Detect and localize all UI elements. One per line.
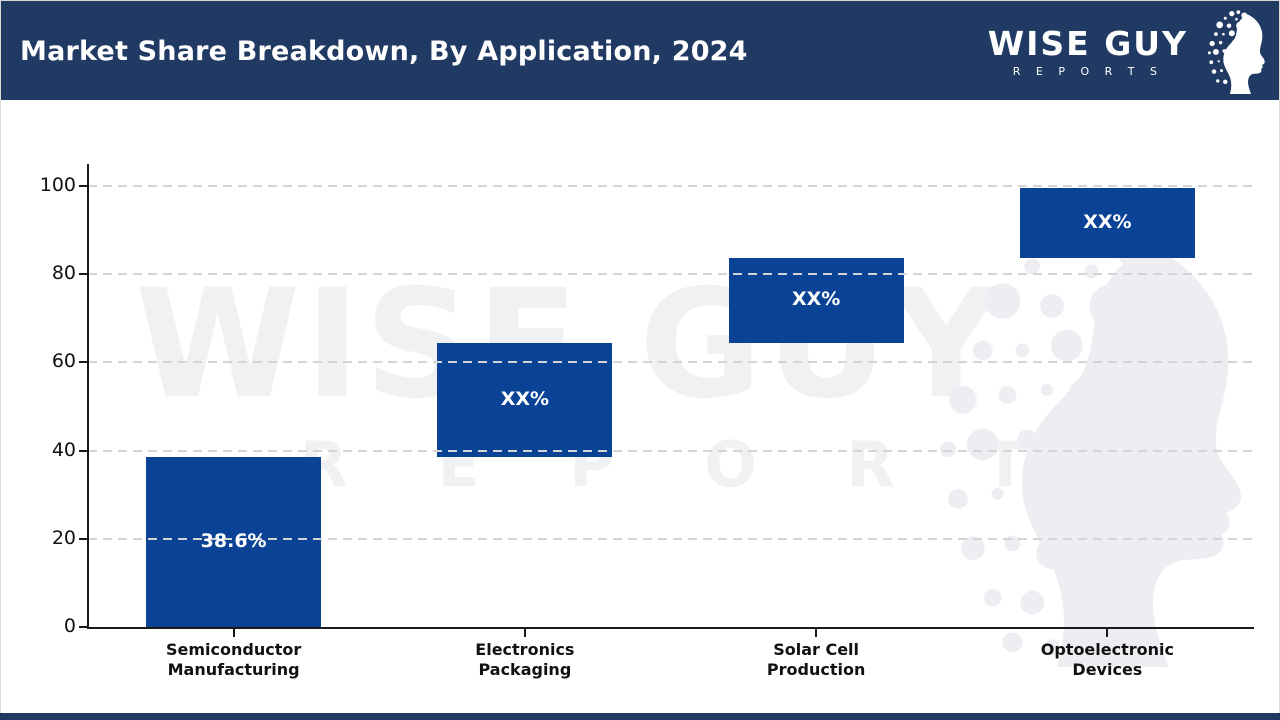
category-label: Semiconductor Manufacturing — [104, 640, 364, 680]
x-tick-mark — [815, 629, 818, 637]
y-tick-label: 0 — [63, 615, 76, 637]
logo-subtext: R E P O R T S — [1012, 65, 1163, 78]
y-tick-mark — [79, 185, 87, 187]
gridline — [88, 185, 1253, 187]
gridline — [88, 361, 1253, 364]
y-tick-mark — [79, 449, 87, 452]
y-tick-label: 20 — [51, 526, 76, 549]
category-label-line1: Semiconductor — [165, 640, 302, 659]
category-label-line2: Devices — [1072, 660, 1143, 679]
y-tick-label: 80 — [51, 262, 76, 285]
logo-text: WISE GUY R E P O R T S — [988, 24, 1188, 78]
category-label-line2: Production — [766, 660, 866, 679]
bar-value-label: XX% — [500, 387, 550, 410]
category-label-line1: Electronics — [475, 640, 575, 659]
bar-value-label: XX% — [791, 288, 841, 311]
logo-wordmark: WISE GUY — [987, 24, 1188, 63]
category-label-line1: Solar Cell — [773, 640, 860, 659]
y-tick-mark — [79, 361, 87, 364]
gridline — [88, 449, 1253, 452]
x-tick-mark — [232, 629, 235, 637]
category-label-line2: Packaging — [478, 660, 572, 679]
gridline — [88, 537, 1253, 540]
y-tick-mark — [79, 626, 87, 628]
y-tick-label: 60 — [51, 350, 76, 373]
gridline — [88, 273, 1253, 276]
bar-4 — [1019, 187, 1195, 258]
category-label: Solar Cell Production — [686, 640, 946, 680]
category-label: Electronics Packaging — [395, 640, 655, 680]
x-axis-line — [87, 627, 1254, 629]
wiseguy-logo: WISE GUY R E P O R T S — [988, 6, 1268, 96]
y-tick-mark — [79, 537, 87, 540]
bar-value-label: XX% — [1083, 210, 1132, 233]
x-tick-mark — [1106, 629, 1109, 637]
category-label-line1: Optoelectronic — [1040, 640, 1174, 659]
footer-bar — [0, 713, 1280, 720]
page-title: Market Share Breakdown, By Application, … — [20, 36, 748, 67]
bar-3 — [728, 257, 904, 343]
wiseguy-face-icon — [1207, 10, 1265, 94]
y-tick-label: 40 — [51, 438, 76, 461]
header-bar: Market Share Breakdown, By Application, … — [0, 0, 1280, 100]
x-tick-mark — [523, 629, 526, 637]
category-label-line2: Manufacturing — [167, 660, 300, 679]
y-tick-label: 100 — [39, 174, 76, 196]
watermark-face-icon — [940, 223, 1242, 667]
y-axis-spine — [87, 164, 89, 629]
bar-1 — [146, 456, 322, 627]
bar-value-label: 38.6% — [200, 529, 267, 552]
category-label: Optoelectronic Devices — [977, 640, 1237, 680]
y-tick-mark — [79, 273, 87, 276]
